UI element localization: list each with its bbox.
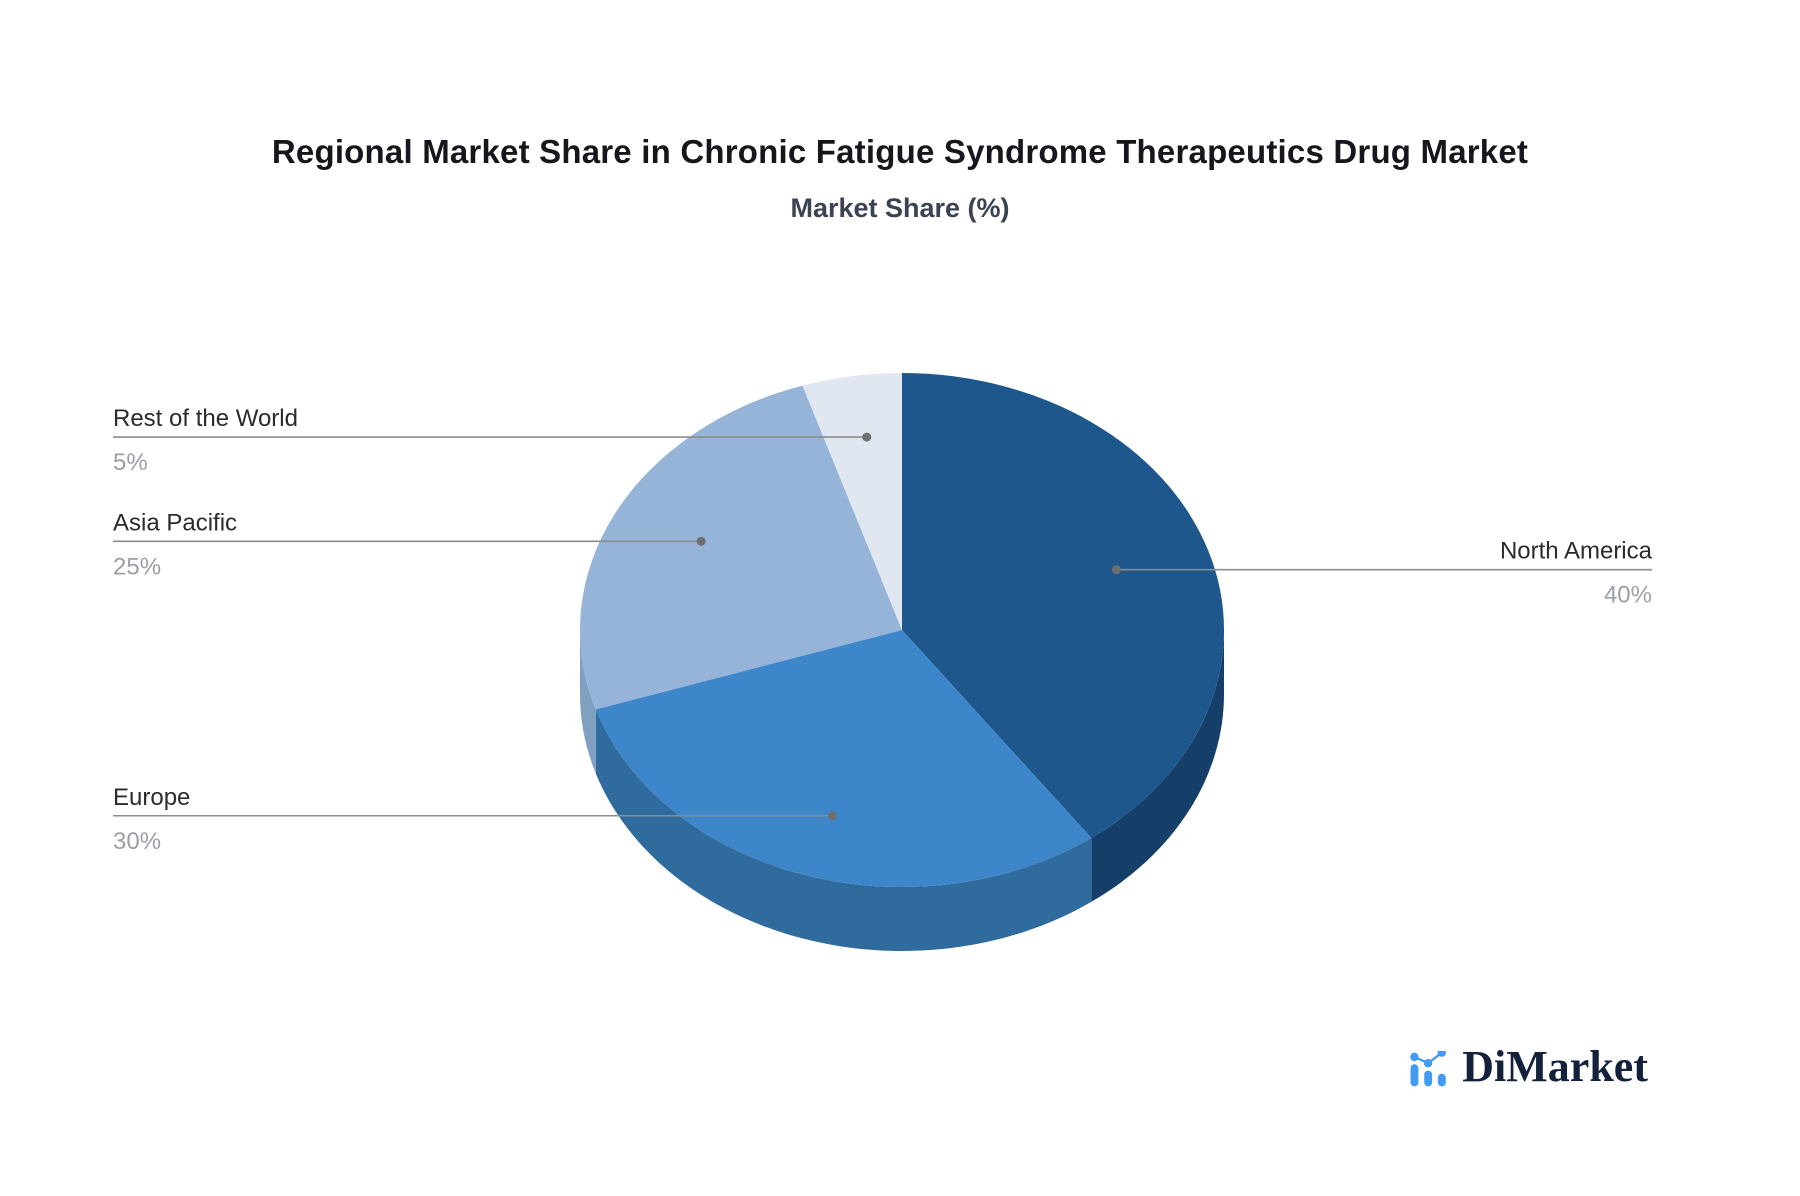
slice-value-rest-of-the-world: 5%: [113, 449, 148, 476]
slice-label-north-america: North America: [1500, 538, 1653, 565]
bar-line-chart-icon: [1410, 1051, 1447, 1087]
dimarket-logo: DiMarket: [1410, 1042, 1648, 1091]
slice-value-asia-pacific: 25%: [113, 553, 161, 580]
chart-title: Regional Market Share in Chronic Fatigue…: [271, 133, 1529, 170]
leader-dot-north-america: [1111, 565, 1121, 575]
logo-text: DiMarket: [1462, 1042, 1648, 1091]
slice-label-europe: Europe: [113, 784, 190, 811]
pie-slice-side-north-america: [1091, 630, 1224, 902]
slice-value-north-america: 40%: [1604, 582, 1652, 609]
pie-slice-side-europe: [595, 709, 1092, 952]
pie-slice-asia-pacific[interactable]: [580, 385, 902, 710]
leader-dot-rest-of-the-world: [862, 432, 872, 442]
slice-label-rest-of-the-world: Rest of the World: [113, 405, 298, 432]
pie-slice-north-america[interactable]: [902, 373, 1225, 838]
slice-label-asia-pacific: Asia Pacific: [113, 509, 237, 536]
leader-dot-asia-pacific: [696, 536, 706, 546]
chart-subtitle: Market Share (%): [790, 193, 1010, 223]
slice-value-europe: 30%: [113, 828, 161, 855]
pie-slice-side-asia-pacific: [580, 630, 596, 774]
pie-slice-europe[interactable]: [595, 630, 1092, 888]
leader-dot-europe: [827, 811, 837, 821]
